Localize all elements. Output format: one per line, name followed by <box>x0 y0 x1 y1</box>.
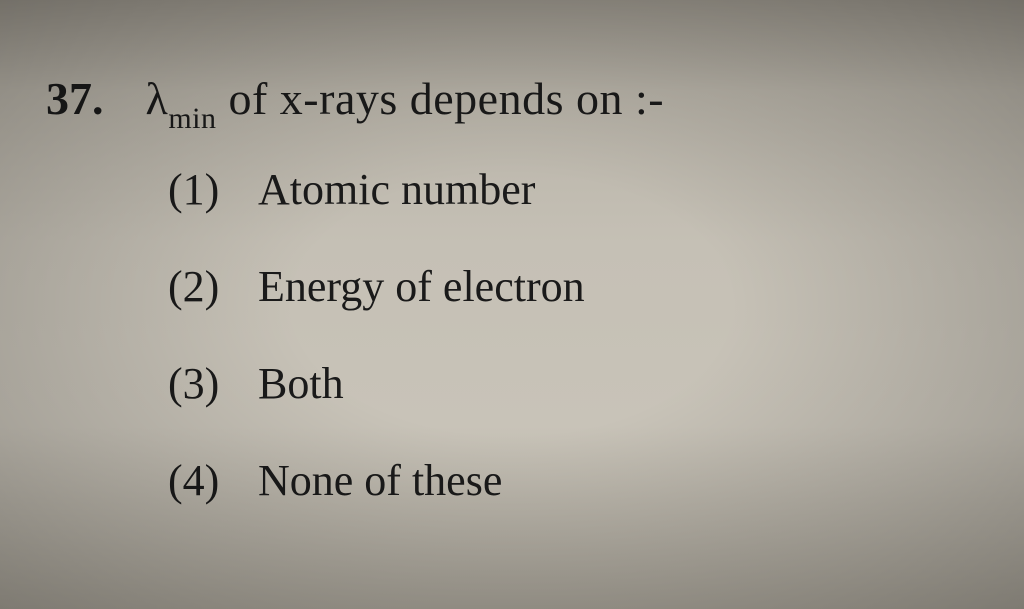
question-rest: of x-rays depends on :- <box>216 73 664 124</box>
option-text: Atomic number <box>258 164 535 215</box>
options-list: (1) Atomic number (2) Energy of electron… <box>168 164 585 552</box>
option-marker: (4) <box>168 455 238 506</box>
option-marker: (3) <box>168 358 238 409</box>
subscript-min: min <box>168 102 216 135</box>
option-marker: (1) <box>168 164 238 215</box>
lambda-symbol: λ <box>146 73 169 124</box>
option-2: (2) Energy of electron <box>168 261 585 312</box>
option-text: Both <box>258 358 344 409</box>
option-text: None of these <box>258 455 502 506</box>
option-3: (3) Both <box>168 358 585 409</box>
question-row: 37. λmin of x-rays depends on :- <box>46 72 664 132</box>
option-1: (1) Atomic number <box>168 164 585 215</box>
page-container: 37. λmin of x-rays depends on :- (1) Ato… <box>0 0 1024 609</box>
question-text: λmin of x-rays depends on :- <box>146 72 665 132</box>
question-number: 37. <box>46 72 104 125</box>
option-4: (4) None of these <box>168 455 585 506</box>
option-marker: (2) <box>168 261 238 312</box>
option-text: Energy of electron <box>258 261 585 312</box>
